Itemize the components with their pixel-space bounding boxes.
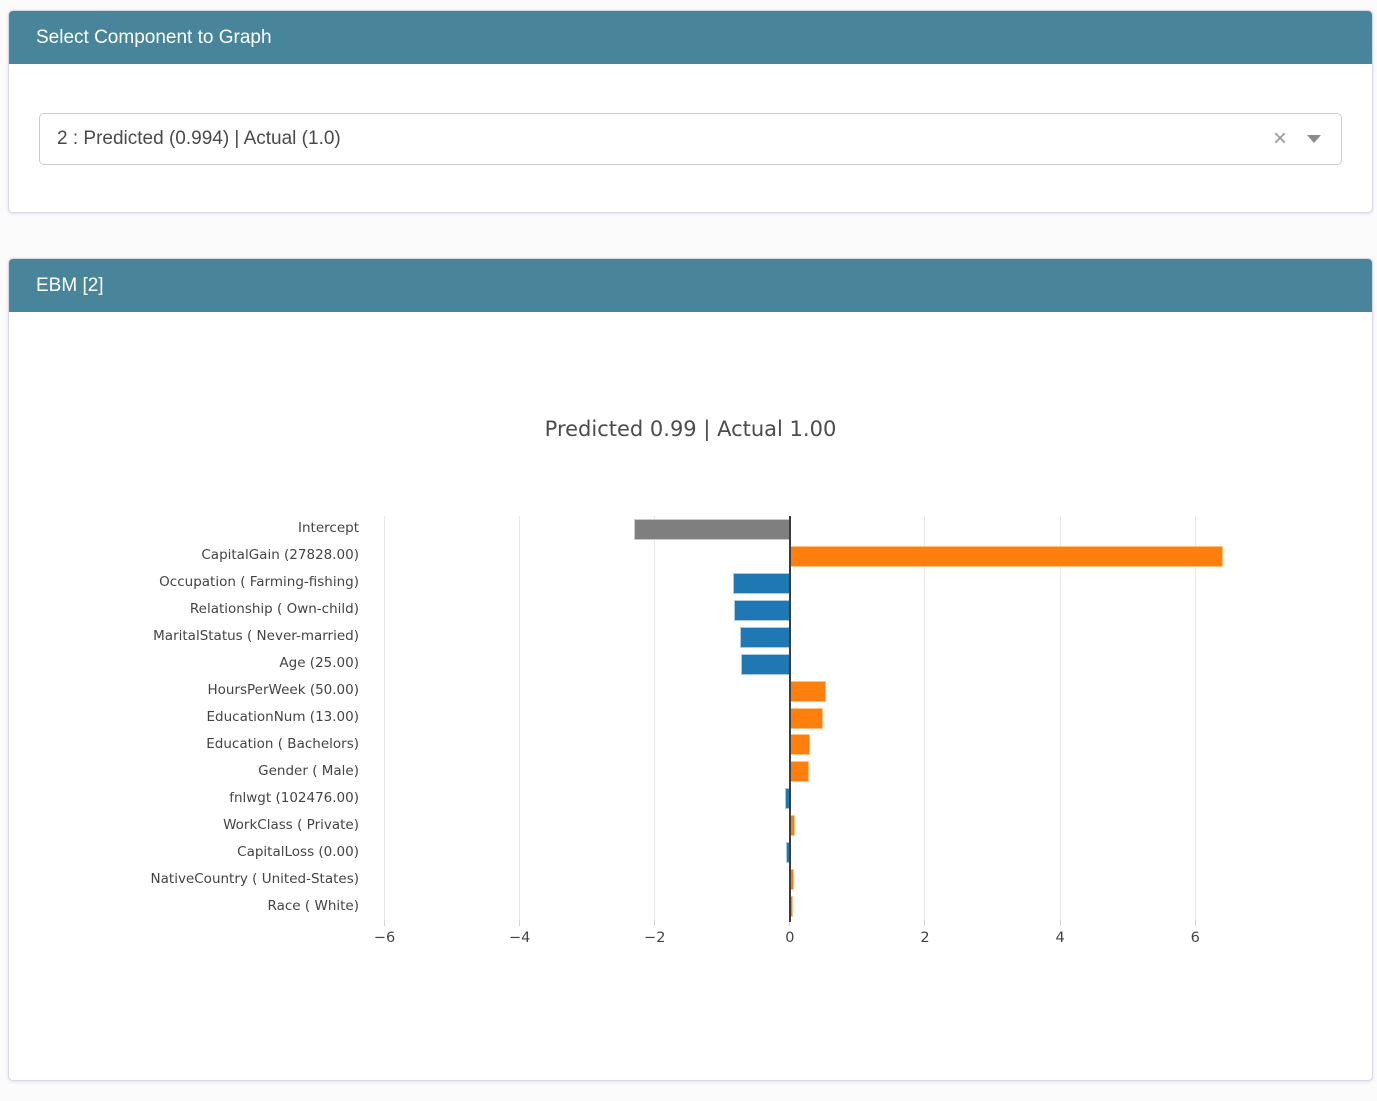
x-axis-tick	[924, 920, 926, 926]
x-gridline	[384, 516, 385, 920]
chart-title: Predicted 0.99 | Actual 1.00	[544, 417, 837, 441]
y-axis-label: fnlwgt (102476.00)	[229, 789, 359, 806]
x-axis-tick-label: −6	[373, 930, 396, 946]
ebm-card-header: EBM [2]	[9, 259, 1372, 312]
x-axis-tick-label: 6	[1190, 930, 1200, 946]
x-axis-tick	[1059, 920, 1061, 926]
y-axis-label: Occupation ( Farming-fishing)	[159, 574, 359, 591]
chevron-down-icon[interactable]	[1307, 135, 1321, 143]
chart-bar[interactable]	[741, 653, 790, 675]
zero-line	[788, 516, 791, 922]
x-axis-tick-label: −2	[644, 930, 666, 946]
y-axis-label: Race ( White)	[267, 897, 359, 914]
x-axis-tick	[789, 920, 791, 926]
y-axis-labels: Intercept CapitalGain (27828.00) Occupatio…	[9, 516, 359, 920]
x-axis-tick-label: 4	[1055, 930, 1065, 946]
chart-bar[interactable]	[789, 680, 827, 702]
y-axis-label: Gender ( Male)	[258, 762, 359, 779]
x-gridline	[654, 516, 656, 920]
chart-bar[interactable]	[789, 707, 823, 729]
x-gridline	[1059, 516, 1061, 920]
y-axis-label: Age (25.00)	[279, 655, 359, 672]
select-component-card: Select Component to Graph 2 : Predicted …	[8, 10, 1373, 213]
y-axis-label: EducationNum (13.00)	[206, 709, 360, 725]
component-dropdown-value: 2 : Predicted (0.994) | Actual (1.0)	[57, 128, 341, 149]
x-axis-tick	[384, 920, 385, 926]
x-axis-tick	[654, 920, 656, 926]
y-axis-label: NativeCountry ( United-States)	[150, 870, 359, 887]
y-axis-label: WorkClass ( Private)	[223, 816, 359, 833]
x-axis-tick	[1194, 920, 1196, 926]
y-axis-label: MaritalStatus ( Never-married)	[153, 628, 359, 645]
x-gridline	[519, 516, 521, 920]
y-axis-label: Relationship ( Own-child)	[189, 601, 359, 618]
x-gridline	[1194, 516, 1196, 920]
chart-bar[interactable]	[734, 599, 790, 621]
x-axis-tick	[519, 920, 521, 926]
chart-bar[interactable]	[789, 734, 811, 756]
x-gridline	[924, 516, 926, 920]
chart-bar[interactable]	[789, 545, 1223, 567]
clear-selection-icon[interactable]: ×	[1272, 125, 1287, 152]
chart-bar[interactable]	[733, 572, 790, 594]
x-axis-tick-label: 2	[920, 930, 930, 946]
x-axis-tick-label: −4	[508, 930, 531, 946]
y-axis-label: Education ( Bachelors)	[206, 735, 359, 752]
y-axis-label: CapitalLoss (0.00)	[237, 843, 359, 860]
chart-bar[interactable]	[739, 626, 790, 648]
chart-plot-area: −6 −4 −2 0 2 4 6	[371, 516, 1256, 946]
y-axis-label: Intercept	[298, 520, 359, 537]
component-dropdown[interactable]: 2 : Predicted (0.994) | Actual (1.0) ×	[39, 113, 1342, 165]
select-component-card-header: Select Component to Graph	[9, 11, 1372, 64]
x-axis-tick-label: 0	[785, 930, 795, 946]
y-axis-label: CapitalGain (27828.00)	[201, 547, 359, 564]
chart-bar[interactable]	[633, 518, 790, 540]
ebm-explanation-card: EBM [2] Predicted 0.99 | Actual 1.00 Int…	[8, 258, 1373, 1081]
y-axis-label: HoursPerWeek (50.00)	[207, 682, 359, 699]
chart-bar[interactable]	[789, 761, 809, 783]
